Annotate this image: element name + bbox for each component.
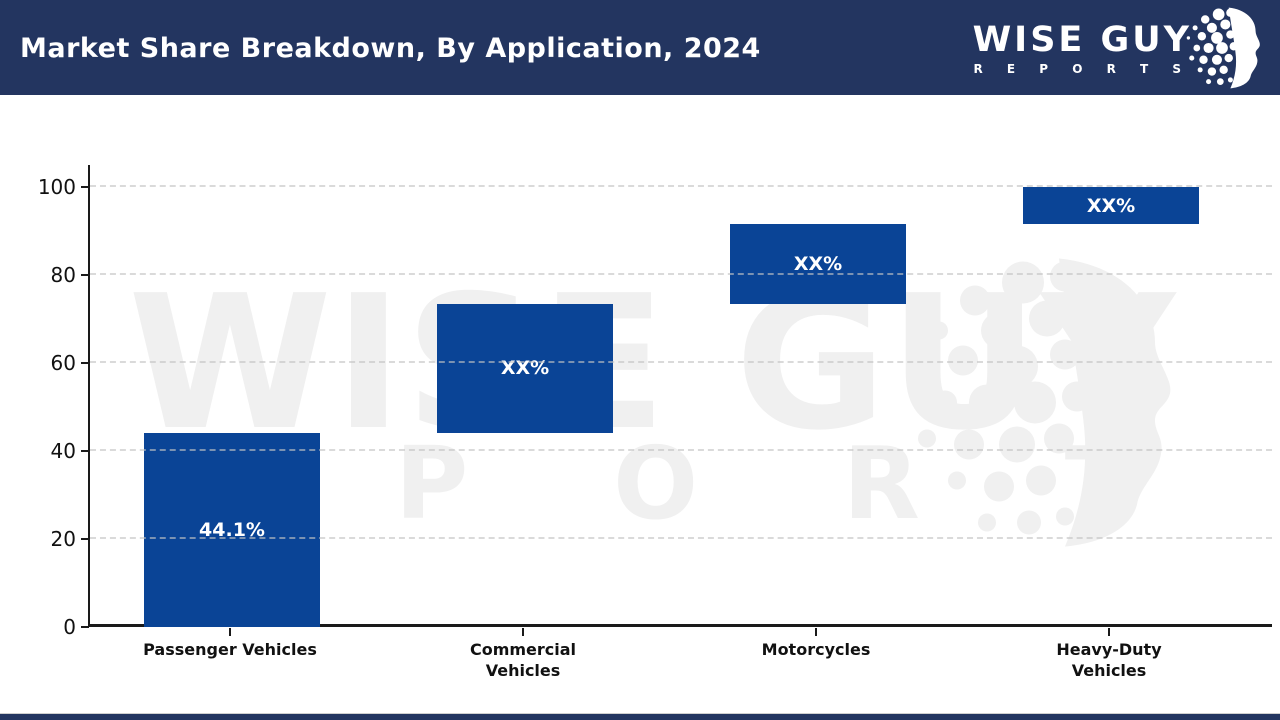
x-axis-tick-mark	[229, 628, 231, 636]
y-axis-tick-mark	[81, 186, 89, 188]
bar-value-label: XX%	[1086, 194, 1136, 217]
bar-value-label: 44.1%	[199, 518, 265, 541]
logo-wordmark: WISE GUY	[972, 20, 1192, 60]
gridline	[90, 449, 1272, 451]
y-axis-tick-mark	[81, 274, 89, 276]
header-band: Market Share Breakdown, By Application, …	[0, 0, 1280, 95]
y-axis-tick-mark	[81, 538, 89, 540]
waterfall-bar: 44.1%	[144, 432, 320, 627]
logo-text: WISE GUY R E P O R T S	[973, 20, 1192, 76]
plot-area: 44.1% XX% XX% XX%	[88, 165, 1272, 627]
gridline	[90, 273, 1272, 275]
y-axis-tick-label: 20	[50, 527, 76, 551]
y-axis-tick-mark	[81, 362, 89, 364]
footer-strip	[0, 713, 1280, 720]
x-axis-category-label: Passenger Vehicles	[143, 640, 317, 659]
y-axis-tick-label: 0	[63, 615, 76, 639]
waterfall-bar: XX%	[730, 224, 906, 304]
x-axis-category-label: Commercial Vehicles	[469, 640, 577, 680]
x-axis-tick-mark	[522, 628, 524, 636]
y-axis-tick-mark	[81, 450, 89, 452]
gridline	[90, 185, 1272, 187]
wiseguy-logo: WISE GUY R E P O R T S	[973, 6, 1266, 90]
x-axis-category-label: Motorcycles	[761, 640, 871, 659]
waterfall-bar: XX%	[1023, 187, 1199, 225]
waterfall-bar: XX%	[437, 303, 613, 433]
gridline	[90, 537, 1272, 539]
x-axis-tick-mark	[1108, 628, 1110, 636]
y-axis-tick-label: 60	[50, 351, 76, 375]
x-axis-tick-mark	[815, 628, 817, 636]
logo-subtitle: R E P O R T S	[973, 62, 1192, 76]
gridline	[90, 361, 1272, 363]
wiseguy-head-icon	[1186, 7, 1260, 89]
bar-value-label: XX%	[793, 252, 843, 275]
y-axis-tick-label: 100	[37, 175, 76, 199]
chart-title: Market Share Breakdown, By Application, …	[20, 33, 761, 64]
y-axis-tick-label: 80	[50, 263, 76, 287]
y-axis-tick-label: 40	[50, 439, 76, 463]
x-axis-category-label: Heavy-Duty Vehicles	[1056, 640, 1162, 680]
y-axis-tick-mark	[81, 626, 89, 628]
